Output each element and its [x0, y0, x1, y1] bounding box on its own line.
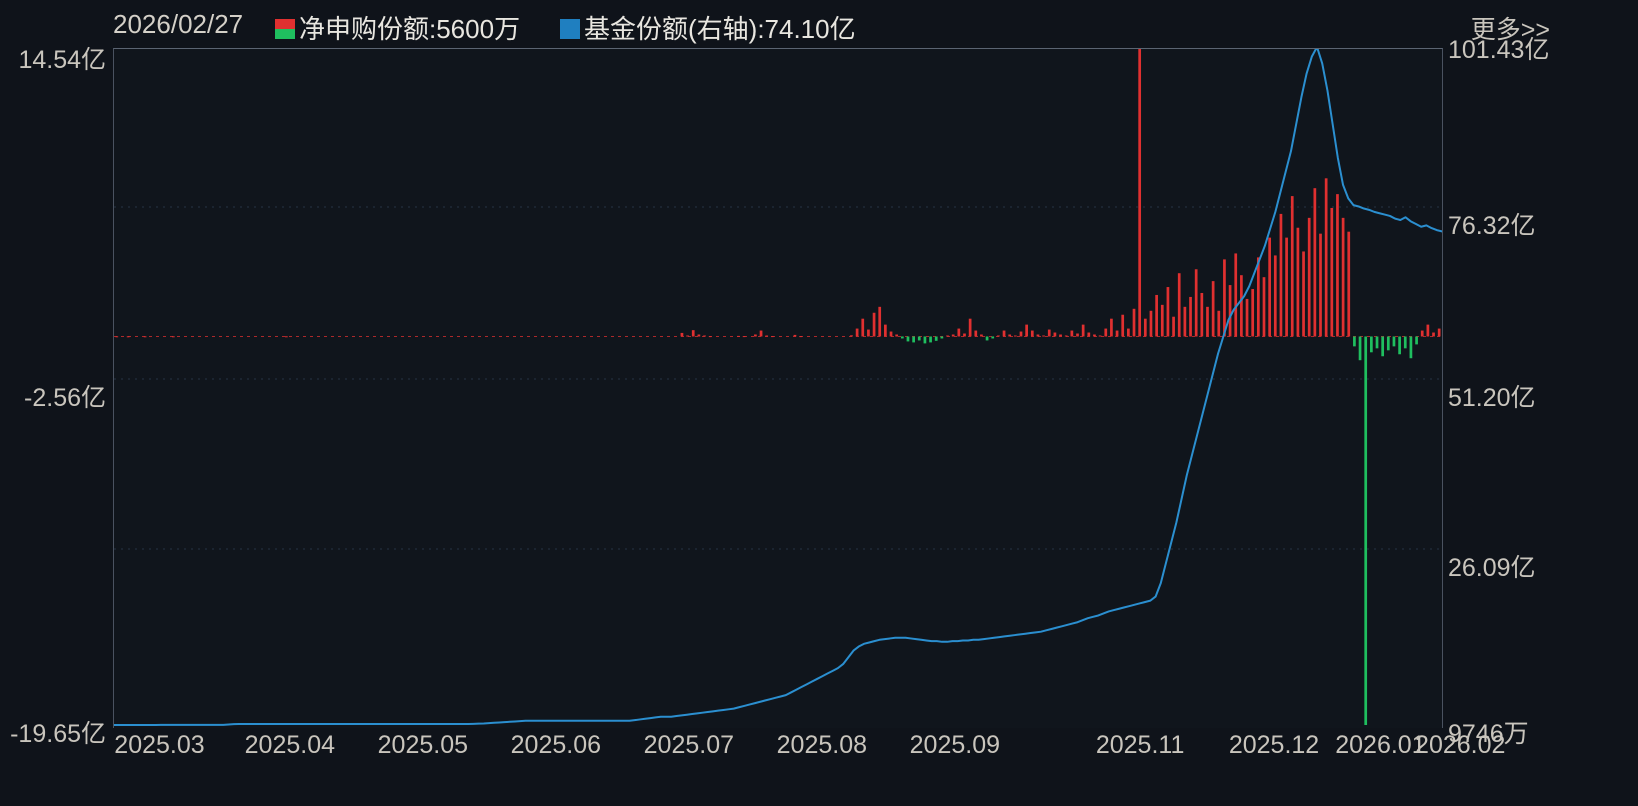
x-axis-tick-0: 2025.03	[114, 731, 205, 759]
line-series-fund-share	[114, 49, 1442, 727]
x-axis-tick-10: 2026.02	[1415, 731, 1506, 759]
legend-label-net-subscription: 净申购份额:5600万	[299, 14, 521, 44]
x-axis-tick-2: 2025.05	[377, 731, 469, 759]
x-axis-tick-5: 2025.08	[776, 731, 868, 759]
x-axis-tick-3: 2025.06	[510, 731, 602, 759]
x-axis-tick-1: 2025.04	[244, 731, 336, 759]
legend-item-fund-share[interactable]: 基金份额(右轴):74.10亿	[560, 9, 856, 46]
x-axis-tick-4: 2025.07	[643, 731, 735, 759]
blue-square-icon	[560, 18, 580, 39]
legend-item-net-subscription[interactable]: 净申购份额:5600万	[275, 9, 520, 46]
right-axis-tick-3: 26.09亿	[1448, 554, 1536, 582]
chart-canvas	[114, 49, 1442, 727]
split-red-green-square-icon	[275, 18, 295, 39]
left-axis-tick-2: -19.65亿	[10, 720, 106, 748]
more-link[interactable]: 更多>>	[1470, 16, 1550, 44]
right-axis-tick-2: 51.20亿	[1448, 384, 1536, 412]
bar-series-net-subscription	[115, 49, 1441, 725]
left-axis-tick-0: 14.54亿	[18, 46, 106, 74]
right-axis-tick-0: 101.43亿	[1448, 36, 1550, 64]
x-axis-tick-6: 2025.09	[909, 731, 1001, 759]
legend-label-fund-share: 基金份额(右轴):74.10亿	[584, 14, 856, 44]
right-axis-tick-4: 9746万	[1448, 720, 1529, 748]
header-date: 2026/02/27	[113, 9, 244, 39]
x-axis-tick-9: 2026.01	[1335, 731, 1426, 759]
x-axis-tick-7: 2025.11	[1095, 731, 1185, 759]
x-axis-tick-8: 2025.12	[1228, 731, 1320, 759]
gridlines	[114, 206, 1442, 550]
right-axis-tick-1: 76.32亿	[1448, 212, 1536, 240]
left-axis-tick-1: -2.56亿	[24, 384, 106, 412]
chart-header: 2026/02/27 净申购份额:5600万 基金份额(右轴):74.10亿 更…	[0, 0, 1638, 48]
plot-area[interactable]	[113, 48, 1443, 728]
